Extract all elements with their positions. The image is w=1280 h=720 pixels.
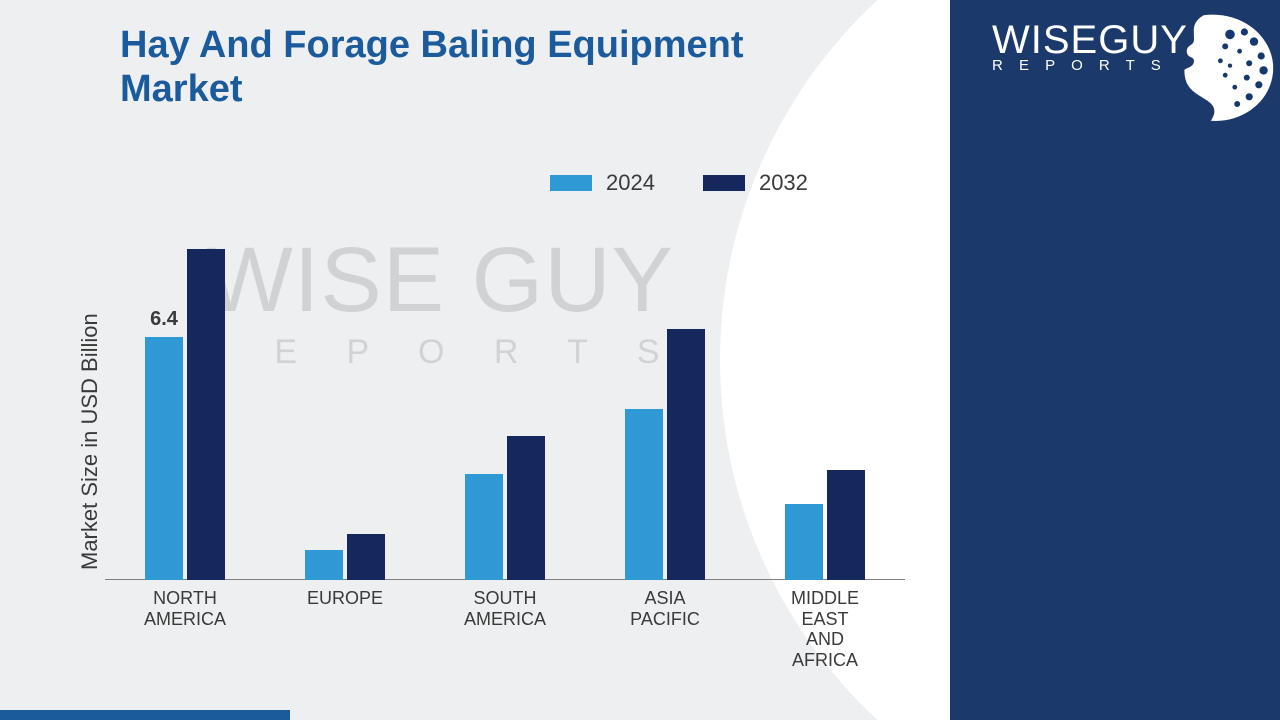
brand-logo: WISEGUY R E P O R T S [992,18,1188,74]
bottom-accent-bar [0,710,290,720]
y-axis-label: Market Size in USD Billion [77,313,103,570]
category-label: NORTH AMERICA [115,588,255,629]
bar [827,470,865,580]
category-label: MIDDLE EAST AND AFRICA [755,588,895,671]
logo-line-2: R E P O R T S [992,57,1167,74]
bar [305,550,343,580]
legend-item-2024: 2024 [550,170,655,196]
bar [667,329,705,580]
bar-group [625,200,705,580]
category-label: EUROPE [275,588,415,609]
bar-chart: 6.4 [105,200,905,580]
bar-group: 6.4 [145,200,225,580]
bar [465,474,503,580]
category-label: SOUTH AMERICA [435,588,575,629]
category-label: ASIA PACIFIC [595,588,735,629]
bar [785,504,823,580]
bar [507,436,545,580]
legend-swatch-2024 [550,175,592,191]
legend-label-2032: 2032 [759,170,808,196]
chart-legend: 2024 2032 [550,170,808,196]
bar-group [785,200,865,580]
legend-item-2032: 2032 [703,170,808,196]
figure-canvas: WISEGUY R E P O R T S WISE GUY R E P O R… [0,0,1280,720]
bar [347,534,385,580]
bar [625,409,663,580]
bar-value-label: 6.4 [135,308,193,331]
chart-title: Hay And Forage Baling Equipment Market [120,24,744,111]
legend-swatch-2032 [703,175,745,191]
bar-group [305,200,385,580]
bar [145,337,183,580]
bar [187,249,225,580]
bar-group [465,200,545,580]
legend-label-2024: 2024 [606,170,655,196]
